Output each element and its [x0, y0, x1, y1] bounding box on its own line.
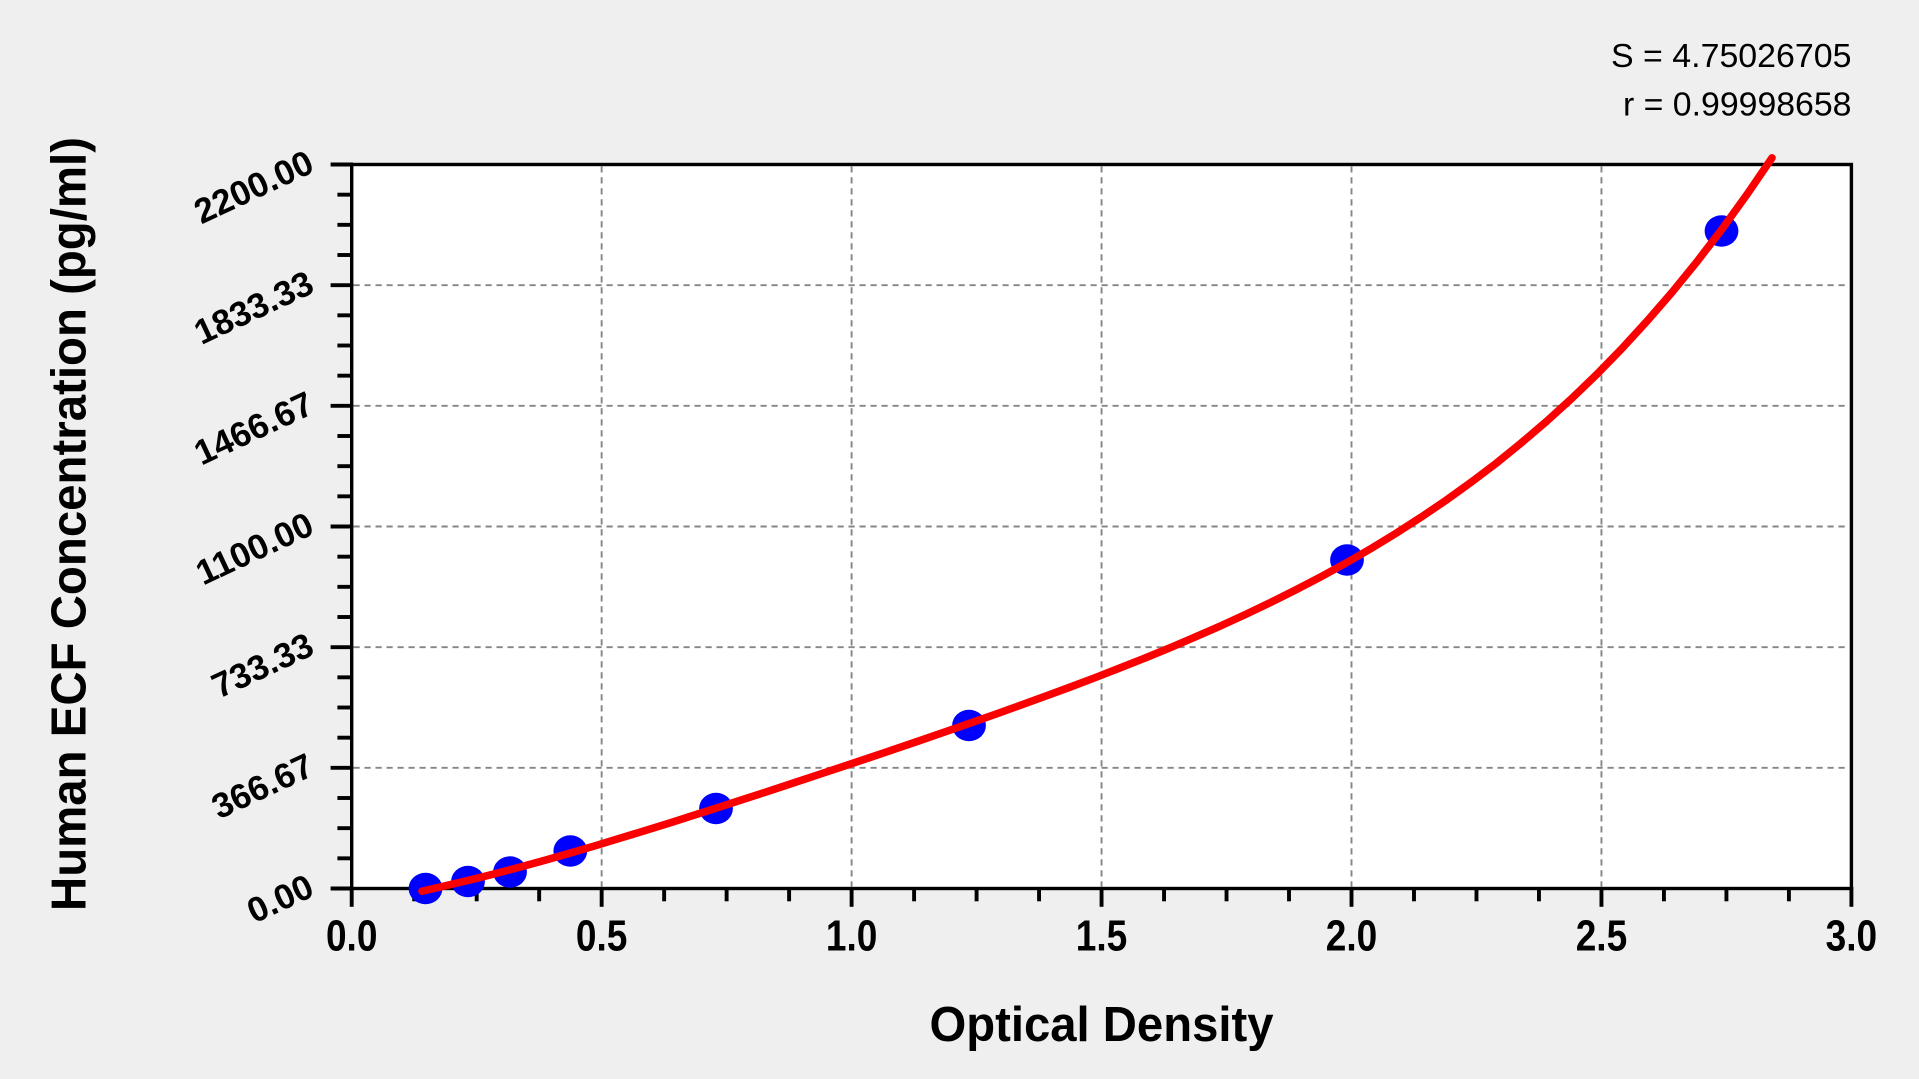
svg-text:S = 4.75026705: S = 4.75026705: [1611, 37, 1852, 74]
svg-text:Optical Density: Optical Density: [930, 998, 1274, 1052]
svg-text:2200.00: 2200.00: [188, 143, 319, 232]
svg-text:2.5: 2.5: [1576, 913, 1628, 961]
svg-text:733.33: 733.33: [206, 626, 320, 707]
svg-text:1100.00: 1100.00: [190, 505, 319, 593]
svg-text:0.5: 0.5: [576, 913, 628, 961]
svg-text:3.0: 3.0: [1826, 913, 1878, 961]
svg-text:366.67: 366.67: [206, 746, 320, 827]
svg-text:1.0: 1.0: [826, 913, 878, 961]
svg-text:0.00: 0.00: [241, 867, 319, 931]
svg-text:r = 0.99998658: r = 0.99998658: [1623, 85, 1852, 122]
svg-text:1833.33: 1833.33: [188, 264, 319, 353]
svg-text:1.5: 1.5: [1076, 913, 1128, 961]
svg-text:Human ECF Concentration (pg/ml: Human ECF Concentration (pg/ml): [43, 137, 97, 911]
svg-text:2.0: 2.0: [1326, 913, 1378, 961]
svg-text:0.0: 0.0: [326, 913, 378, 961]
svg-text:1466.67: 1466.67: [188, 384, 319, 473]
